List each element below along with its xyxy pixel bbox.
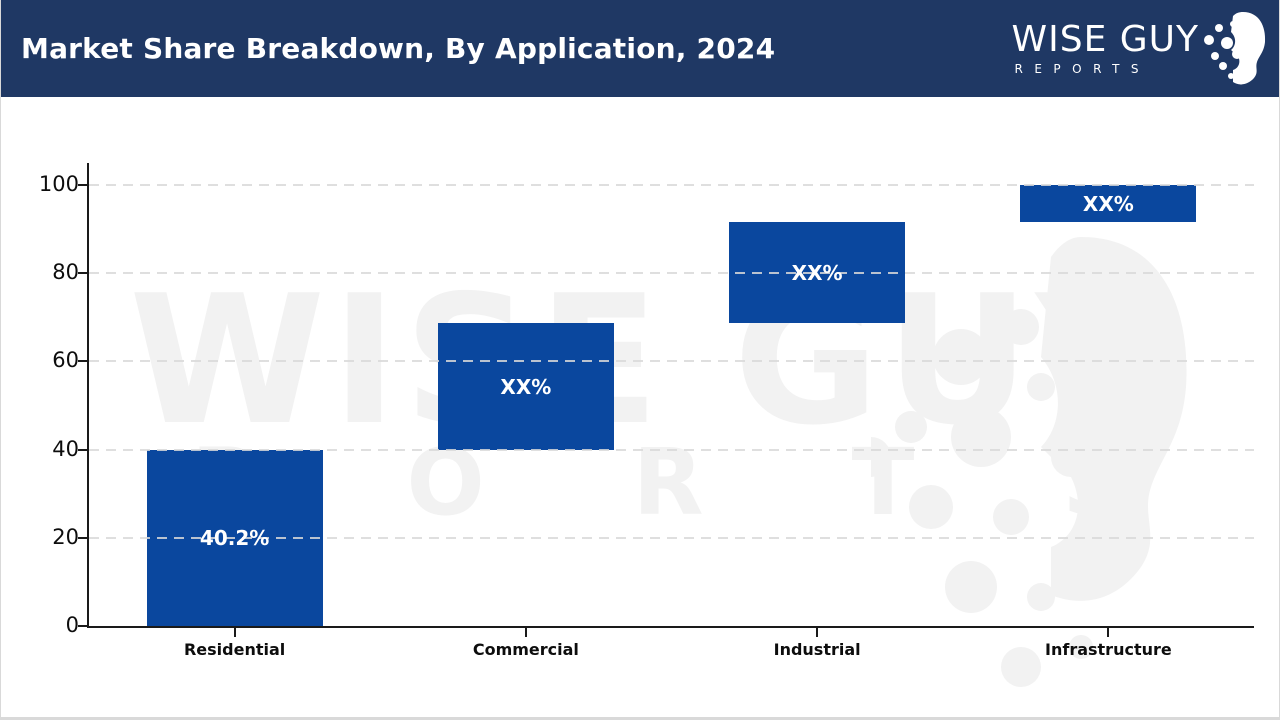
gridline xyxy=(89,448,1254,451)
y-tick-mark xyxy=(78,536,87,539)
x-axis-line xyxy=(87,626,1254,628)
header-band: Market Share Breakdown, By Application, … xyxy=(1,0,1279,97)
y-tick-label: 60 xyxy=(52,348,79,373)
y-tick-label: 20 xyxy=(52,524,79,549)
x-tick-mark xyxy=(1107,628,1110,637)
x-tick-mark xyxy=(233,628,236,637)
y-tick-mark xyxy=(78,184,87,186)
gridline xyxy=(89,360,1254,363)
y-tick-label: 80 xyxy=(52,260,79,285)
y-tick-label: 100 xyxy=(38,172,79,196)
brand-subname: REPORTS xyxy=(1014,61,1151,76)
x-category-label: Industrial xyxy=(773,640,861,659)
y-tick-label: 40 xyxy=(52,436,79,461)
brand-logo-text: WISE GUY REPORTS xyxy=(1011,18,1200,76)
y-tick-mark xyxy=(78,448,87,451)
watermark-text-line2: P O R T S xyxy=(191,429,1187,536)
brand-face-icon xyxy=(1204,11,1266,84)
gridline xyxy=(89,272,1254,275)
x-category-label: Commercial xyxy=(472,640,579,659)
bar-value-label: XX% xyxy=(500,374,552,399)
bar-value-label: 40.2% xyxy=(199,525,270,550)
y-tick-mark xyxy=(78,625,87,627)
bar-infrastructure xyxy=(1020,185,1197,223)
chart-title: Market Share Breakdown, By Application, … xyxy=(21,32,776,65)
brand-logo: WISE GUY REPORTS xyxy=(1012,6,1268,91)
x-tick-mark xyxy=(816,628,819,637)
bar-commercial xyxy=(437,323,614,450)
x-tick-mark xyxy=(524,628,527,637)
x-category-label: Infrastructure xyxy=(1045,640,1172,659)
y-tick-label: 0 xyxy=(65,613,79,637)
brand-name: WISE GUY xyxy=(1011,18,1199,60)
y-tick-mark xyxy=(78,360,87,363)
x-category-label: Residential xyxy=(183,640,286,659)
bar-value-label: XX% xyxy=(1082,191,1134,216)
gridline xyxy=(89,184,1254,186)
y-tick-mark xyxy=(78,272,87,275)
gridline xyxy=(89,536,1254,539)
y-axis-line xyxy=(87,163,89,628)
bar-value-label: XX% xyxy=(791,260,843,285)
